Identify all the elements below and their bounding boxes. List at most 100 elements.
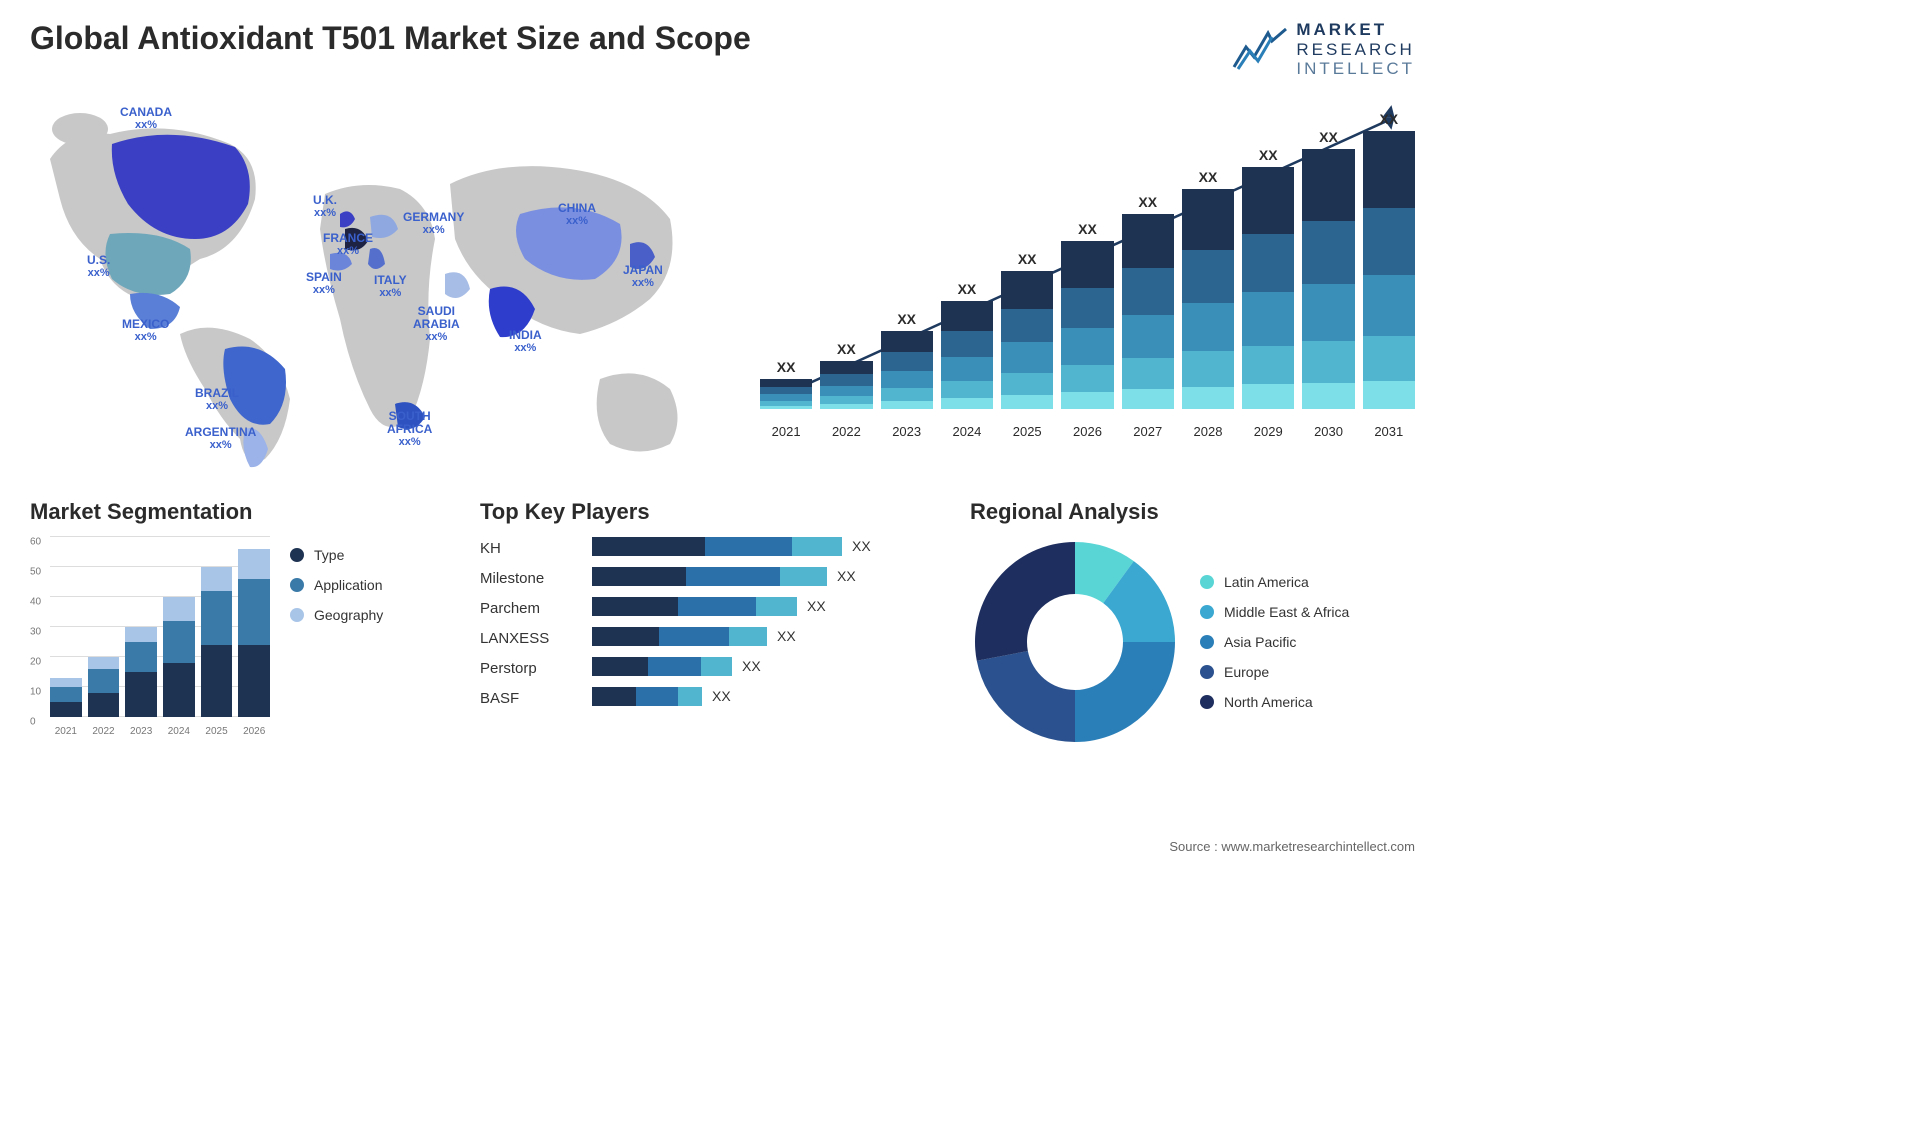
player-bar-row: XX [592, 687, 940, 706]
growth-bar-value-label: XX [1018, 251, 1037, 267]
legend-item: North America [1200, 694, 1415, 710]
seg-x-label: 2022 [88, 726, 120, 737]
growth-bar: XX [1182, 189, 1234, 409]
legend-swatch [290, 548, 304, 562]
source-attribution: Source : www.marketresearchintellect.com [1169, 839, 1415, 854]
legend-swatch [1200, 575, 1214, 589]
seg-bar [50, 678, 82, 717]
bottom-row: Market Segmentation 0102030405060 202120… [30, 499, 1415, 747]
legend-label: Europe [1224, 664, 1269, 680]
legend-swatch [290, 578, 304, 592]
donut-slice [1075, 642, 1175, 742]
legend-label: North America [1224, 694, 1313, 710]
logo: MARKET RESEARCH INTELLECT [1232, 20, 1415, 79]
seg-bar [163, 597, 195, 717]
growth-bar: XX [881, 331, 933, 409]
growth-bar-value-label: XX [1078, 221, 1097, 237]
growth-chart-panel: XXXXXXXXXXXXXXXXXXXXXX 20212022202320242… [760, 89, 1415, 479]
growth-bar-value-label: XX [1259, 147, 1278, 163]
regional-body: Latin America Middle East & Africa Asia Pa… [970, 537, 1415, 747]
legend-item: Europe [1200, 664, 1415, 680]
growth-bar-value-label: XX [777, 359, 796, 375]
segmentation-title: Market Segmentation [30, 499, 450, 525]
segmentation-chart: 0102030405060 202120222023202420252026 [30, 537, 270, 737]
segmentation-body: 0102030405060 202120222023202420252026 T… [30, 537, 450, 737]
logo-icon [1232, 27, 1288, 71]
map-label: SPAINxx% [306, 271, 342, 296]
growth-bar: XX [1061, 241, 1113, 409]
world-map-panel: CANADAxx%U.S.xx%MEXICOxx%BRAZILxx%ARGENT… [30, 89, 730, 479]
growth-bar-value-label: XX [1319, 129, 1338, 145]
regional-legend: Latin America Middle East & Africa Asia Pa… [1200, 574, 1415, 710]
growth-bar-value-label: XX [1138, 194, 1157, 210]
regional-donut-chart [970, 537, 1180, 747]
seg-y-tick: 50 [30, 566, 41, 577]
growth-x-label: 2029 [1242, 424, 1294, 439]
growth-bar: XX [1363, 131, 1415, 409]
growth-x-label: 2024 [941, 424, 993, 439]
growth-bar-value-label: XX [958, 281, 977, 297]
player-label: Perstorp [480, 659, 580, 678]
growth-x-label: 2023 [881, 424, 933, 439]
seg-y-tick: 10 [30, 686, 41, 697]
legend-item: Geography [290, 607, 450, 623]
growth-x-label: 2031 [1363, 424, 1415, 439]
growth-bar: XX [1302, 149, 1354, 409]
map-label: INDIAxx% [509, 329, 542, 354]
page-title: Global Antioxidant T501 Market Size and … [30, 20, 751, 57]
donut-slice [975, 542, 1075, 661]
player-value: XX [807, 598, 826, 614]
player-bar-row: XX [592, 597, 940, 616]
player-bar-row: XX [592, 627, 940, 646]
growth-x-label: 2026 [1061, 424, 1113, 439]
seg-y-tick: 40 [30, 596, 41, 607]
player-value: XX [742, 658, 761, 674]
player-value: XX [712, 688, 731, 704]
player-label: Milestone [480, 569, 580, 588]
growth-bar: XX [1122, 214, 1174, 409]
legend-swatch [290, 608, 304, 622]
legend-item: Latin America [1200, 574, 1415, 590]
player-value: XX [837, 568, 856, 584]
seg-y-tick: 60 [30, 536, 41, 547]
growth-bar-value-label: XX [1379, 111, 1398, 127]
legend-swatch [1200, 665, 1214, 679]
seg-y-tick: 30 [30, 626, 41, 637]
legend-item: Asia Pacific [1200, 634, 1415, 650]
player-value: XX [852, 538, 871, 554]
player-label: Parchem [480, 599, 580, 618]
legend-label: Application [314, 577, 383, 593]
seg-x-label: 2021 [50, 726, 82, 737]
growth-bar-value-label: XX [897, 311, 916, 327]
map-label: ARGENTINAxx% [185, 426, 256, 451]
seg-x-label: 2026 [238, 726, 270, 737]
legend-item: Type [290, 547, 450, 563]
player-bar-row: XX [592, 537, 940, 556]
header: Global Antioxidant T501 Market Size and … [30, 20, 1415, 79]
legend-swatch [1200, 635, 1214, 649]
seg-bar [125, 627, 157, 717]
seg-bar [238, 549, 270, 717]
map-label: CANADAxx% [120, 106, 172, 131]
key-players-body: KHMilestoneParchemLANXESSPerstorpBASF XX… [480, 537, 940, 708]
seg-bar [201, 567, 233, 717]
map-label: SOUTHAFRICAxx% [387, 410, 432, 448]
segmentation-legend: Type Application Geography [290, 537, 450, 737]
legend-label: Middle East & Africa [1224, 604, 1349, 620]
map-label: U.S.xx% [87, 254, 110, 279]
map-label: BRAZILxx% [195, 387, 239, 412]
map-label: GERMANYxx% [403, 211, 464, 236]
regional-title: Regional Analysis [970, 499, 1415, 525]
top-row: CANADAxx%U.S.xx%MEXICOxx%BRAZILxx%ARGENT… [30, 89, 1415, 479]
growth-x-label: 2028 [1182, 424, 1234, 439]
growth-bar: XX [1242, 167, 1294, 409]
growth-x-label: 2030 [1302, 424, 1354, 439]
growth-bar-value-label: XX [837, 341, 856, 357]
seg-x-label: 2024 [163, 726, 195, 737]
player-value: XX [777, 628, 796, 644]
growth-x-label: 2022 [820, 424, 872, 439]
legend-label: Geography [314, 607, 383, 623]
donut-slice [977, 651, 1075, 742]
segmentation-panel: Market Segmentation 0102030405060 202120… [30, 499, 450, 747]
map-label: SAUDIARABIAxx% [413, 305, 460, 343]
